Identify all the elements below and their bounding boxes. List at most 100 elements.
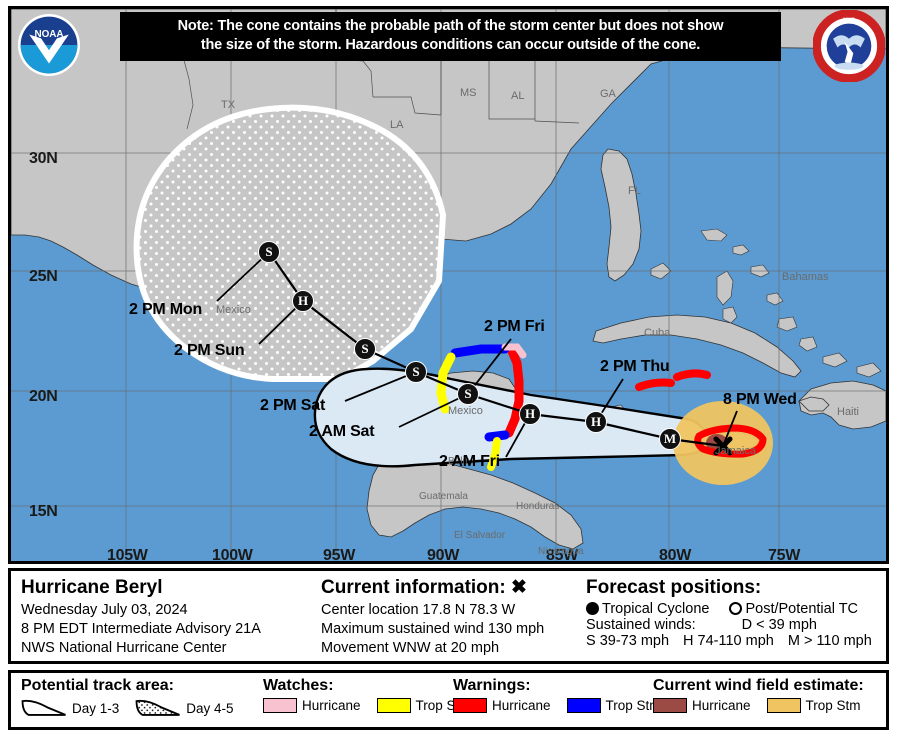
ts-watch-swatch — [376, 698, 411, 714]
post-potential-tc-label: Post/Potential TC — [745, 600, 859, 617]
storm-date: Wednesday July 03, 2024 — [21, 601, 188, 618]
storm-info-column: Hurricane Beryl Wednesday July 03, 2024 … — [11, 571, 311, 661]
center-location: Center location 17.8 N 78.3 W — [321, 601, 516, 618]
watches-title: Watches: — [263, 677, 334, 694]
geo-label-honduras: Honduras — [516, 501, 560, 512]
legend-item-day45: Day 4-5 — [135, 698, 234, 718]
svg-text:NWS: NWS — [843, 18, 855, 24]
geo-label-guatemala: Guatemala — [419, 491, 468, 502]
cone-note-banner: Note: The cone contains the probable pat… — [120, 12, 781, 62]
geo-label-jamaica: Jamaica — [715, 445, 756, 457]
ts-warning-swatch — [566, 698, 601, 714]
geo-label-fl: FL — [628, 185, 641, 197]
wind-hurricane-label: Hurricane — [692, 698, 751, 714]
cone-day13-icon — [21, 700, 66, 717]
lon-label-75w: 75W — [768, 547, 800, 564]
hurricane-watch-swatch — [263, 698, 297, 714]
wind-ts-label: Trop Stm — [805, 698, 861, 714]
storm-name: Hurricane Beryl — [21, 577, 163, 598]
max-sustained-wind: Maximum sustained wind 130 mph — [321, 621, 545, 638]
geo-label-nicaragua: Nicaragua — [538, 546, 584, 557]
wind-range-s: S 39-73 mph — [586, 632, 670, 649]
forecast-label-2am-fri: 2 AM Fri — [439, 453, 500, 470]
tropical-cyclone-label: Tropical Cyclone — [602, 600, 710, 617]
lon-label-85w: 85W — [546, 547, 578, 564]
legend-item-wind-hurricane: Hurricane — [653, 698, 751, 714]
map-canvas — [11, 9, 886, 561]
storm-movement: Movement WNW at 20 mph — [321, 640, 500, 657]
legend-label-day45: Day 4-5 — [186, 700, 234, 716]
potential-track-legend: Potential track area: Day 1-3 — [11, 673, 253, 727]
forecast-label-2pm-mon: 2 PM Mon — [129, 301, 203, 318]
hurricane-watch-label: Hurricane — [302, 698, 361, 714]
position-marker-h-2[interactable]: H — [519, 403, 541, 425]
geo-label-belize: Belize — [448, 456, 476, 467]
wind-range-m: M > 110 mph — [787, 632, 872, 649]
lon-label-100w: 100W — [212, 547, 253, 564]
legend-label-day13: Day 1-3 — [72, 700, 120, 716]
geo-label-bahamas: Bahamas — [782, 271, 829, 283]
geo-label-mexico-2: Mexico — [448, 405, 483, 417]
post-potential-tc-dot-icon — [729, 602, 743, 616]
current-info-column: Current information: ✖ Center location 1… — [311, 571, 576, 661]
lat-label-25n: 25N — [29, 268, 58, 285]
geo-label-haiti: Haiti — [837, 406, 860, 418]
geo-label-ms: MS — [460, 87, 477, 99]
forecast-symbol-row: Tropical Cyclone Post/Potential TC — [586, 601, 886, 617]
forecast-positions-heading: Forecast positions: — [586, 577, 762, 598]
wind-field-title: Current wind field estimate: — [653, 677, 864, 694]
tropical-cyclone-dot-icon — [586, 602, 599, 616]
position-marker-s-2[interactable]: S — [354, 338, 376, 360]
geo-label-mexico-1: Mexico — [216, 304, 251, 316]
cone-day45-icon — [135, 700, 181, 717]
map-vector — [11, 9, 886, 561]
watches-legend: Watches: Hurricane Trop Stm — [253, 673, 471, 727]
forecast-label-2pm-sat: 2 PM Sat — [260, 397, 326, 414]
lon-label-80w: 80W — [659, 547, 691, 564]
geo-label-cuba: Cuba — [644, 327, 671, 339]
forecast-positions-column: Forecast positions: Tropical Cyclone Pos… — [576, 571, 886, 661]
info-panel: Hurricane Beryl Wednesday July 03, 2024 … — [8, 568, 889, 664]
sustained-winds-row: Sustained winds: D < 39 mph — [586, 617, 886, 633]
lat-label-20n: 20N — [29, 388, 58, 405]
forecast-label-8pm-wed: 8 PM Wed — [723, 391, 797, 408]
current-info-title: Current information: — [321, 577, 506, 598]
legend-item-hurricane-watch: Hurricane — [263, 698, 361, 714]
lon-label-105w: 105W — [107, 547, 148, 564]
lat-label-30n: 30N — [29, 150, 58, 167]
geo-label-tx: TX — [221, 99, 236, 111]
ts-warning-label: Trop Stm — [605, 698, 661, 714]
legend-panel: Potential track area: Day 1-3 — [8, 670, 889, 730]
forecast-map[interactable]: 30N 25N 20N 15N 105W 100W 95W 90W 85W 80… — [8, 6, 889, 564]
wind-ranges-row: S 39-73 mph H 74-110 mph M > 110 mph — [586, 633, 886, 649]
lat-label-15n: 15N — [29, 503, 58, 520]
legend-item-ts-warning: Trop Stm — [566, 698, 661, 714]
legend-item-wind-ts: Trop Stm — [766, 698, 861, 714]
svg-text:NOAA: NOAA — [34, 29, 63, 40]
hurricane-warning-label: Hurricane — [492, 698, 551, 714]
hurricane-warning-swatch — [453, 698, 487, 714]
position-marker-m-1[interactable]: M — [659, 428, 681, 450]
storm-advisory: 8 PM EDT Intermediate Advisory 21A — [21, 621, 261, 638]
note-line-1: Note: The cone contains the probable pat… — [177, 18, 724, 34]
position-marker-h-3[interactable]: H — [585, 411, 607, 433]
noaa-logo: NOAA — [17, 13, 81, 77]
warnings-title: Warnings: — [453, 677, 531, 694]
note-line-2: the size of the storm. Hazardous conditi… — [200, 36, 701, 53]
nws-logo: NWS — [813, 10, 885, 82]
legend-item-day13: Day 1-3 — [21, 698, 119, 718]
wind-hurricane-swatch — [653, 698, 687, 714]
forecast-label-2pm-sun: 2 PM Sun — [174, 342, 245, 359]
legend-item-hurricane-warning: Hurricane — [453, 698, 551, 714]
position-marker-s-3[interactable]: S — [405, 361, 427, 383]
position-marker-h-1[interactable]: H — [292, 290, 314, 312]
forecast-label-2pm-fri: 2 PM Fri — [484, 318, 545, 335]
current-position-x — [713, 436, 733, 456]
position-marker-s-1[interactable]: S — [258, 241, 280, 263]
position-marker-s-4[interactable]: S — [457, 383, 479, 405]
lon-label-90w: 90W — [427, 547, 459, 564]
wind-field-legend: Current wind field estimate: Hurricane T… — [643, 673, 886, 727]
geo-label-ga: GA — [600, 88, 616, 100]
wind-range-h: H 74-110 mph — [683, 632, 774, 649]
